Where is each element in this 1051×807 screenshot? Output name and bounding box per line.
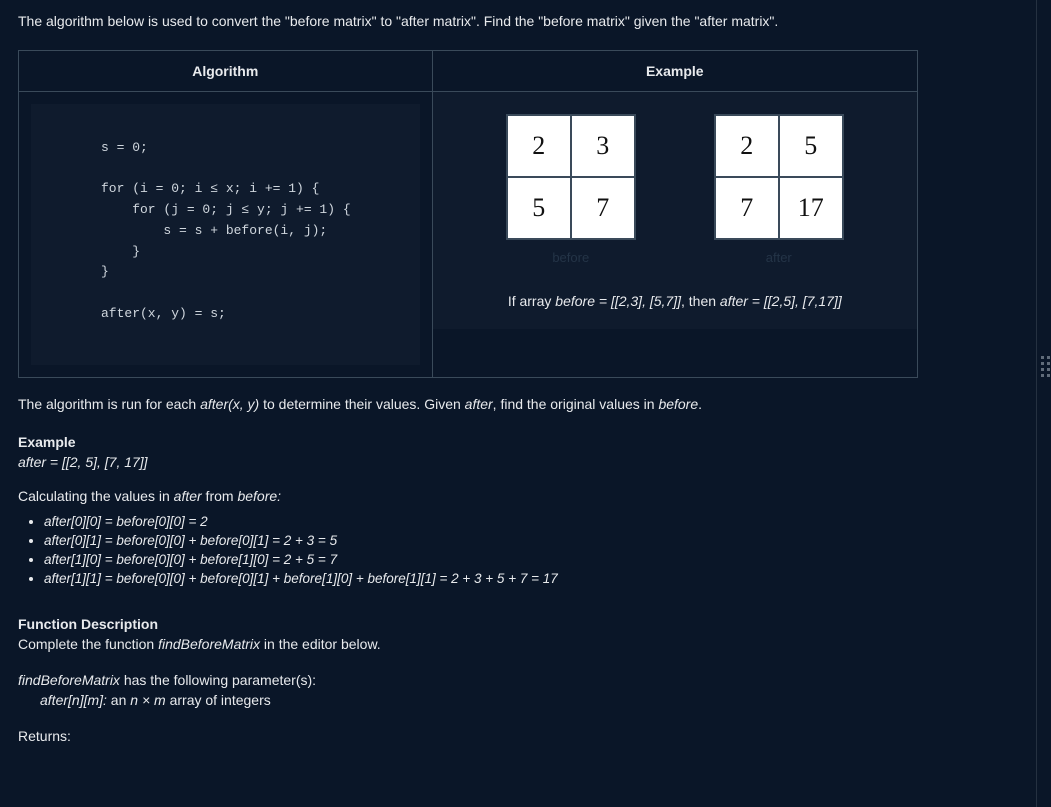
calc-item: after[0][0] = before[0][0] = 2 [44, 514, 1012, 529]
matrices-row: 2 3 5 7 before 2 5 [433, 106, 917, 265]
pl-t1: an [107, 692, 130, 708]
before-matrix: 2 3 5 7 [506, 114, 636, 240]
param-intro: findBeforeMatrix has the following param… [18, 672, 1012, 688]
cap-after-val: = [[2,5], [7,17]] [748, 293, 842, 309]
fd-t1: Complete the function [18, 636, 158, 652]
mid-t3: , find the original values in [493, 396, 659, 412]
ci-em2: before: [237, 488, 281, 504]
ci-t1: Calculating the values in [18, 488, 174, 504]
mid-explain: The algorithm is run for each after(x, y… [18, 396, 1012, 412]
after-1-0: 7 [716, 178, 778, 238]
before-matrix-block: 2 3 5 7 before [506, 114, 636, 265]
cap-after-name: after [720, 293, 748, 309]
calc-item: after[1][1] = before[0][0] + before[0][1… [44, 571, 1012, 586]
mid-t2: to determine their values. Given [259, 396, 464, 412]
pl-t2: array of integers [166, 692, 271, 708]
before-0-0: 2 [508, 116, 570, 176]
example-caption: If array before = [[2,3], [5,7]], then a… [433, 293, 917, 309]
header-example: Example [432, 50, 917, 91]
fd-em: findBeforeMatrix [158, 636, 260, 652]
function-description: Complete the function findBeforeMatrix i… [18, 636, 1012, 652]
intro-text: The algorithm below is used to convert t… [18, 12, 1012, 32]
mid-em1: after(x, y) [200, 396, 259, 412]
after-1-1: 17 [780, 178, 842, 238]
param-line: after[n][m]: an n × m array of integers [18, 692, 1012, 708]
before-1-0: 5 [508, 178, 570, 238]
calc-item: after[0][1] = before[0][0] + before[0][1… [44, 533, 1012, 548]
calc-list: after[0][0] = before[0][0] = 2 after[0][… [18, 514, 1012, 586]
pi-t: has the following parameter(s): [120, 672, 316, 688]
algorithm-code: s = 0; for (i = 0; i ≤ x; i += 1) { for … [31, 104, 420, 365]
problem-statement: The algorithm below is used to convert t… [0, 0, 1030, 744]
mid-t1: The algorithm is run for each [18, 396, 200, 412]
after-0-0: 2 [716, 116, 778, 176]
returns-label: Returns: [18, 728, 1012, 744]
mid-t4: . [698, 396, 702, 412]
cap-before-val: = [[2,3], [5,7]] [595, 293, 681, 309]
calc-intro: Calculating the values in after from bef… [18, 488, 1012, 504]
mid-em2: after [465, 396, 493, 412]
after-label: after [766, 250, 792, 265]
pl-em2: n × m [130, 692, 165, 708]
after-0-1: 5 [780, 116, 842, 176]
algorithm-example-table: Algorithm Example s = 0; for (i = 0; i ≤… [18, 50, 918, 378]
ci-em1: after [174, 488, 202, 504]
calc-item: after[1][0] = before[0][0] + before[1][0… [44, 552, 1012, 567]
before-1-1: 7 [572, 178, 634, 238]
algorithm-cell: s = 0; for (i = 0; i ≤ x; i += 1) { for … [19, 91, 433, 377]
mid-em3: before [658, 396, 698, 412]
scrollbar-track[interactable] [1036, 0, 1037, 807]
cap-mid: , then [681, 293, 720, 309]
resize-handle-icon[interactable] [1041, 356, 1049, 384]
ci-t2: from [202, 488, 238, 504]
after-matrix: 2 5 7 17 [714, 114, 844, 240]
fd-t2: in the editor below. [260, 636, 381, 652]
pl-em1: after[n][m]: [40, 692, 107, 708]
example-cell: 2 3 5 7 before 2 5 [432, 91, 917, 377]
function-description-heading: Function Description [18, 616, 1012, 632]
example-value: after = [[2, 5], [7, 17]] [18, 454, 1012, 470]
before-label: before [552, 250, 589, 265]
header-algorithm: Algorithm [19, 50, 433, 91]
pi-em: findBeforeMatrix [18, 672, 120, 688]
after-matrix-block: 2 5 7 17 after [714, 114, 844, 265]
cap-before-name: before [555, 293, 595, 309]
before-0-1: 3 [572, 116, 634, 176]
example-heading: Example [18, 434, 1012, 450]
cap-pre: If array [508, 293, 555, 309]
